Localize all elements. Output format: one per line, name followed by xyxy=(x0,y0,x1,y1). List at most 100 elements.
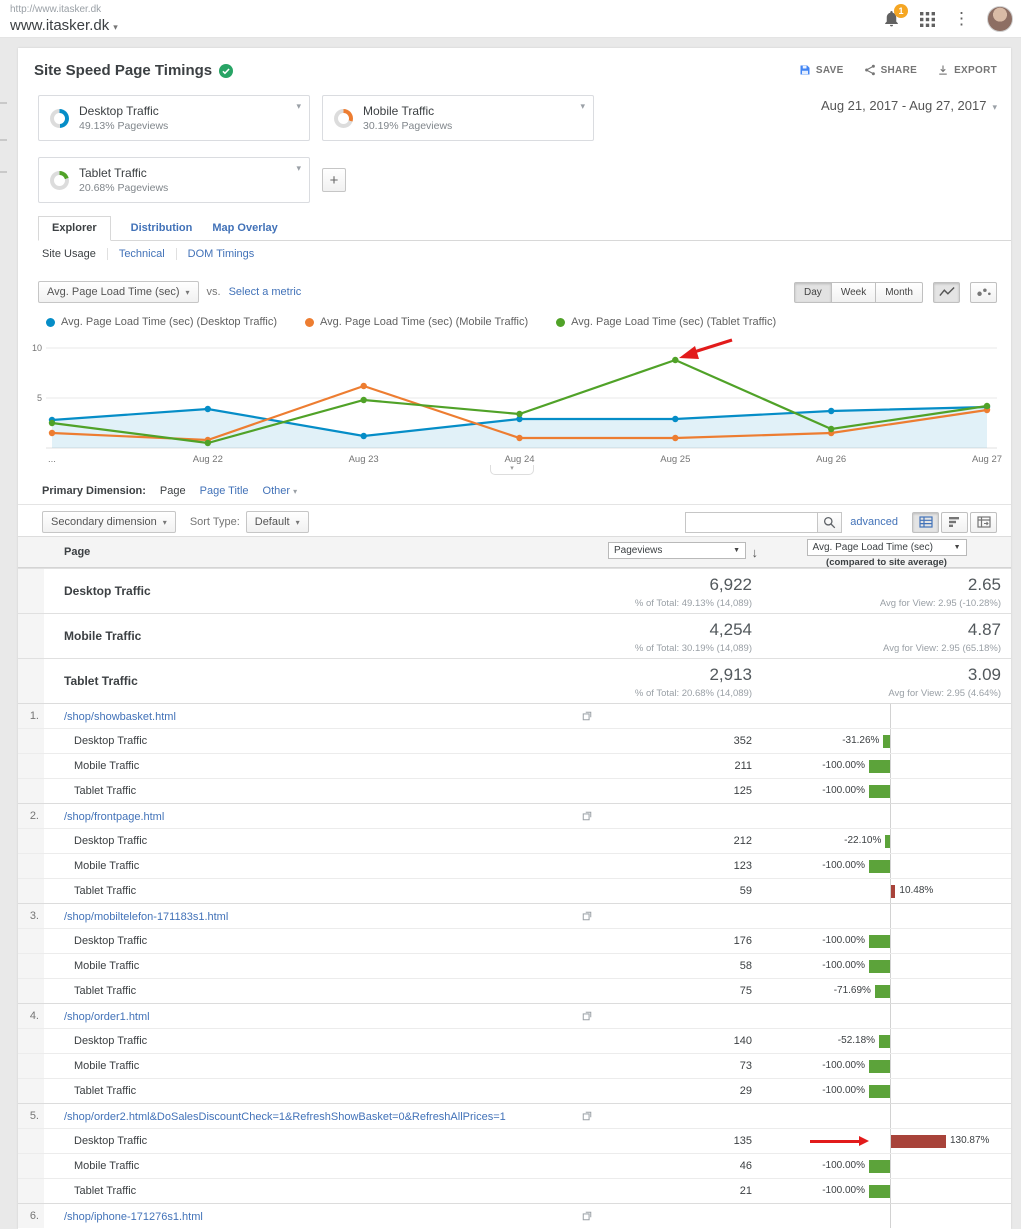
export-button[interactable]: EXPORT xyxy=(937,64,997,76)
vs-label: vs. xyxy=(206,286,221,298)
segment-row-name: Desktop Traffic xyxy=(74,1135,148,1147)
metric-selector-button[interactable]: Avg. Page Load Time (sec) ▾ xyxy=(38,281,199,303)
subtab-technical[interactable]: Technical xyxy=(108,248,177,260)
svg-text:Aug 26: Aug 26 xyxy=(816,454,846,465)
chevron-down-icon: ▾ xyxy=(185,287,190,297)
granularity-month-button[interactable]: Month xyxy=(876,281,923,303)
granularity-toggle: Day Week Month xyxy=(794,281,923,303)
pageviews-cell xyxy=(600,704,762,728)
summary-metric-note: Avg for View: 2.95 (-10.28%) xyxy=(879,598,1001,609)
row-index-cell xyxy=(18,1029,44,1053)
topbar-actions: 1 ⋮ xyxy=(882,0,1013,38)
dimension-page[interactable]: Page xyxy=(159,485,186,497)
open-in-new-icon[interactable] xyxy=(582,711,592,721)
segment-pageviews-value: 135 xyxy=(733,1135,752,1147)
apps-grid-icon[interactable] xyxy=(919,11,936,28)
sort-type-button[interactable]: Default ▾ xyxy=(245,511,309,533)
page-link[interactable]: /shop/frontpage.html xyxy=(64,810,165,823)
row-index-cell xyxy=(18,854,44,878)
page-link[interactable]: /shop/mobiltelefon-171183s1.html xyxy=(64,910,229,923)
open-in-new-button[interactable] xyxy=(582,1008,592,1026)
metric-bar xyxy=(883,734,890,748)
open-in-new-icon[interactable] xyxy=(582,1011,592,1021)
pageviews-column-select[interactable]: Pageviews ▼ xyxy=(608,542,746,559)
notifications-button[interactable]: 1 xyxy=(882,4,908,29)
page-link[interactable]: /shop/order2.html&DoSalesDiscountCheck=1… xyxy=(64,1110,506,1123)
granularity-day-button[interactable]: Day xyxy=(794,281,832,303)
pageviews-cell xyxy=(600,1104,762,1128)
row-index-cell xyxy=(18,659,44,703)
metric-bar xyxy=(869,759,890,773)
open-in-new-icon[interactable] xyxy=(582,1111,592,1121)
open-in-new-icon[interactable] xyxy=(582,911,592,921)
table-toolbar: Secondary dimension ▾ Sort Type: Default… xyxy=(42,510,997,534)
segment-row: Desktop Traffic 176 -100.00% xyxy=(18,928,1011,953)
date-range-selector[interactable]: Aug 21, 2017 - Aug 27, 2017 ▾ xyxy=(821,98,997,113)
chart-legend: Avg. Page Load Time (sec) (Desktop Traff… xyxy=(46,316,776,328)
metric-column-select[interactable]: Avg. Page Load Time (sec) ▼ xyxy=(806,539,967,556)
bar-axis xyxy=(890,1179,891,1203)
share-button[interactable]: SHARE xyxy=(864,64,918,76)
open-in-new-button[interactable] xyxy=(582,1208,592,1226)
page-link[interactable]: /shop/iphone-171276s1.html xyxy=(64,1210,203,1223)
search-input[interactable] xyxy=(685,511,818,533)
summary-pageviews-cell: 4,254 % of Total: 30.19% (14,089) xyxy=(600,614,762,658)
chart-collapse-handle[interactable]: ▾ xyxy=(490,465,534,475)
account-selector[interactable]: www.itasker.dk ▾ xyxy=(10,17,118,34)
line-chart-icon xyxy=(938,287,955,297)
subtab-site-usage[interactable]: Site Usage xyxy=(38,248,108,260)
line-chart-view-button[interactable] xyxy=(933,281,960,303)
motion-chart-view-button[interactable] xyxy=(970,281,997,303)
granularity-week-button[interactable]: Week xyxy=(831,281,877,303)
save-button[interactable]: SAVE xyxy=(799,64,844,76)
sort-direction-icon[interactable]: ↓ xyxy=(751,545,759,560)
chevron-down-icon[interactable]: ▾ xyxy=(296,163,301,173)
dimension-other[interactable]: Other ▾ xyxy=(263,485,298,497)
segment-row-name: Desktop Traffic xyxy=(74,835,148,847)
page-link[interactable]: /shop/order1.html xyxy=(64,1010,150,1023)
segment-row: Desktop Traffic 140 -52.18% xyxy=(18,1028,1011,1053)
open-in-new-button[interactable] xyxy=(582,708,592,726)
advanced-link[interactable]: advanced xyxy=(850,516,898,528)
page-link[interactable]: /shop/showbasket.html xyxy=(64,710,176,723)
open-in-new-button[interactable] xyxy=(582,1108,592,1126)
open-in-new-icon[interactable] xyxy=(582,1211,592,1221)
open-in-new-button[interactable] xyxy=(582,908,592,926)
search-button[interactable] xyxy=(817,511,843,533)
segment-card-desktop[interactable]: Desktop Traffic 49.13% Pageviews ▾ xyxy=(38,95,310,141)
column-header-page[interactable]: Page xyxy=(64,546,91,558)
legend-label: Avg. Page Load Time (sec) (Tablet Traffi… xyxy=(571,316,777,328)
open-in-new-button[interactable] xyxy=(582,808,592,826)
tab-distribution[interactable]: Distribution xyxy=(130,222,193,234)
performance-view-button[interactable] xyxy=(941,511,968,533)
subtab-dom-timings[interactable]: DOM Timings xyxy=(187,248,255,260)
user-avatar[interactable] xyxy=(987,6,1013,32)
segment-card-tablet[interactable]: Tablet Traffic 20.68% Pageviews ▾ xyxy=(38,157,310,203)
bar-axis xyxy=(890,729,891,753)
overflow-menu-icon[interactable]: ⋮ xyxy=(953,9,970,28)
segment-row: Mobile Traffic 73 -100.00% xyxy=(18,1053,1011,1078)
segment-card-mobile[interactable]: Mobile Traffic 30.19% Pageviews ▾ xyxy=(322,95,594,141)
chevron-down-icon[interactable]: ▾ xyxy=(580,101,585,111)
pivot-view-button[interactable] xyxy=(970,511,997,533)
add-segment-button[interactable]: + xyxy=(322,168,346,192)
sort-type-label: Sort Type: xyxy=(189,516,240,528)
dimension-other-label: Other xyxy=(262,485,291,497)
report-panel: Site Speed Page Timings SAVE SHARE EXPOR… xyxy=(18,48,1011,1229)
row-index: 2. xyxy=(18,804,44,828)
segment-row: Desktop Traffic 135 130.87% xyxy=(18,1128,1011,1153)
metric-bar xyxy=(891,884,896,898)
tab-map-overlay[interactable]: Map Overlay xyxy=(212,222,278,234)
dimension-page-title[interactable]: Page Title xyxy=(199,485,249,497)
tab-explorer[interactable]: Explorer xyxy=(38,216,111,241)
secondary-dimension-button[interactable]: Secondary dimension ▾ xyxy=(42,511,176,533)
page-cell: /shop/order1.html xyxy=(44,1004,600,1029)
chevron-down-icon[interactable]: ▾ xyxy=(296,101,301,111)
share-icon xyxy=(864,64,875,76)
select-metric-link[interactable]: Select a metric xyxy=(228,286,302,298)
svg-text:Aug 27: Aug 27 xyxy=(972,454,1002,465)
open-in-new-icon[interactable] xyxy=(582,811,592,821)
bar-axis xyxy=(890,1079,891,1103)
data-table-view-button[interactable] xyxy=(912,511,939,533)
